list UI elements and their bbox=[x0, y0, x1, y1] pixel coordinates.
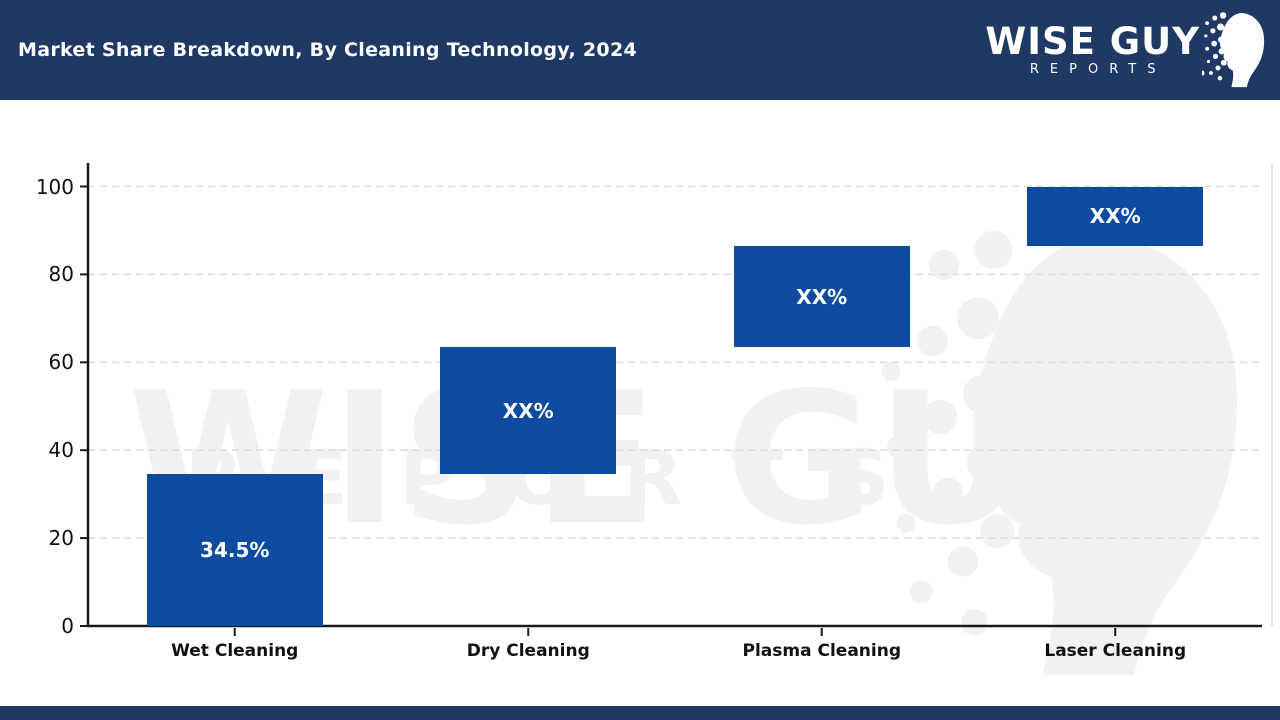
y-axis-tick-label: 100 bbox=[35, 174, 74, 199]
bar-value-label: XX% bbox=[502, 398, 554, 423]
header-bar: Market Share Breakdown, By Cleaning Tech… bbox=[0, 0, 1280, 100]
y-axis-tick-label: 40 bbox=[48, 438, 74, 463]
logo-wordmark: WISE GUY bbox=[985, 20, 1200, 64]
page-title: Market Share Breakdown, By Cleaning Tech… bbox=[18, 39, 637, 61]
y-axis-tick-label: 60 bbox=[48, 350, 74, 375]
x-axis-category-label: Wet Cleaning bbox=[171, 641, 299, 661]
bar-segment: XX% bbox=[440, 347, 617, 475]
bar-segment: XX% bbox=[1027, 186, 1204, 247]
logo-subtitle: REPORTS bbox=[1029, 61, 1167, 77]
wise-guy-logo: WISE GUY REPORTS bbox=[985, 8, 1266, 92]
logo-text: WISE GUY REPORTS bbox=[985, 20, 1200, 77]
bar-value-label: XX% bbox=[796, 284, 848, 309]
x-axis-category-label: Laser Cleaning bbox=[1044, 641, 1187, 661]
bar-value-label: XX% bbox=[1089, 204, 1141, 229]
y-axis-tick-label: 20 bbox=[48, 526, 74, 551]
y-axis-tick-label: 0 bbox=[61, 614, 74, 638]
y-axis-tick-label: 80 bbox=[48, 262, 74, 287]
x-axis-category-label: Plasma Cleaning bbox=[742, 641, 902, 661]
logo-head-icon bbox=[1202, 12, 1265, 88]
x-axis-category-label: Dry Cleaning bbox=[466, 641, 590, 661]
bar-segment: 34.5% bbox=[146, 474, 323, 626]
footer-bar bbox=[0, 706, 1280, 720]
bar-segment: XX% bbox=[733, 246, 910, 348]
bar-value-label: 34.5% bbox=[200, 538, 270, 563]
